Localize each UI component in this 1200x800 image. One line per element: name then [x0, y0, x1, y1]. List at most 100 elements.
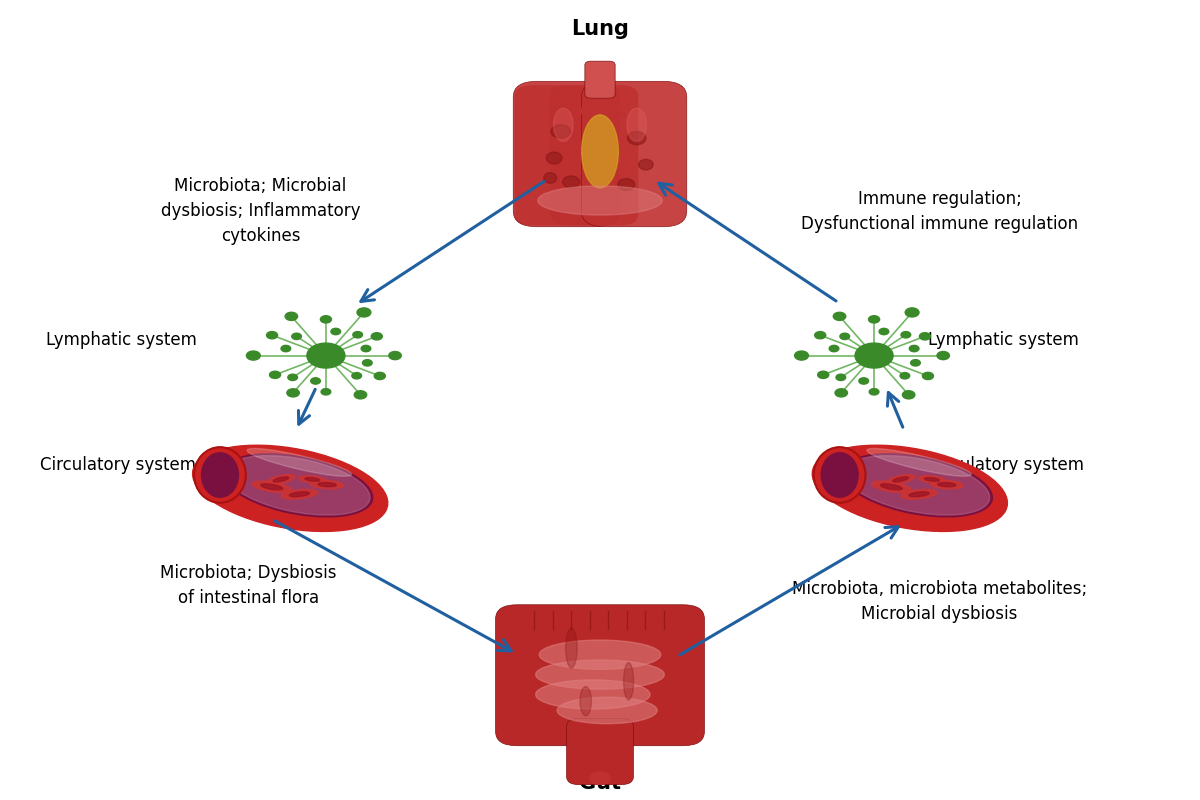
- FancyBboxPatch shape: [550, 86, 638, 226]
- Circle shape: [937, 351, 949, 360]
- Ellipse shape: [539, 640, 661, 670]
- Ellipse shape: [266, 474, 295, 484]
- Circle shape: [919, 333, 930, 340]
- Ellipse shape: [563, 176, 580, 188]
- Circle shape: [270, 371, 281, 378]
- Ellipse shape: [814, 447, 865, 502]
- Circle shape: [353, 331, 362, 338]
- FancyBboxPatch shape: [514, 82, 618, 226]
- Ellipse shape: [192, 446, 388, 531]
- Ellipse shape: [845, 456, 990, 515]
- Ellipse shape: [247, 449, 352, 476]
- Circle shape: [320, 316, 331, 323]
- Ellipse shape: [535, 680, 650, 709]
- Circle shape: [374, 372, 385, 379]
- Circle shape: [311, 378, 320, 384]
- Text: Lung: Lung: [571, 19, 629, 39]
- FancyBboxPatch shape: [566, 718, 634, 785]
- Circle shape: [354, 390, 367, 399]
- Ellipse shape: [887, 474, 914, 484]
- Ellipse shape: [590, 611, 610, 630]
- Ellipse shape: [299, 476, 326, 483]
- Circle shape: [361, 346, 371, 352]
- Ellipse shape: [618, 178, 635, 190]
- Ellipse shape: [535, 660, 665, 689]
- Ellipse shape: [670, 646, 688, 662]
- Ellipse shape: [624, 662, 634, 700]
- Ellipse shape: [910, 492, 929, 497]
- Circle shape: [815, 331, 826, 339]
- Circle shape: [287, 389, 299, 397]
- Ellipse shape: [638, 159, 653, 170]
- Circle shape: [880, 328, 889, 334]
- Circle shape: [901, 331, 911, 338]
- Ellipse shape: [222, 454, 373, 517]
- Circle shape: [246, 351, 260, 360]
- Ellipse shape: [842, 454, 992, 517]
- Ellipse shape: [580, 686, 592, 716]
- Circle shape: [829, 346, 839, 352]
- Ellipse shape: [924, 478, 940, 482]
- Text: Circulatory system: Circulatory system: [928, 456, 1084, 474]
- Circle shape: [389, 351, 401, 360]
- Ellipse shape: [307, 343, 344, 368]
- Ellipse shape: [901, 490, 937, 499]
- Circle shape: [817, 371, 829, 378]
- Text: Circulatory system: Circulatory system: [40, 456, 196, 474]
- Circle shape: [902, 390, 914, 399]
- Text: Immune regulation;
Dysfunctional immune regulation: Immune regulation; Dysfunctional immune …: [802, 190, 1078, 233]
- Ellipse shape: [557, 697, 658, 724]
- FancyBboxPatch shape: [515, 86, 602, 226]
- Circle shape: [905, 308, 919, 317]
- Ellipse shape: [289, 492, 310, 497]
- Text: Gut: Gut: [578, 774, 622, 794]
- Circle shape: [286, 312, 298, 321]
- Ellipse shape: [670, 666, 688, 682]
- Ellipse shape: [546, 152, 562, 164]
- Ellipse shape: [590, 771, 610, 785]
- Circle shape: [869, 389, 878, 395]
- FancyBboxPatch shape: [582, 82, 686, 226]
- Ellipse shape: [565, 628, 577, 668]
- Ellipse shape: [670, 626, 688, 642]
- Ellipse shape: [274, 477, 289, 482]
- Ellipse shape: [202, 453, 239, 498]
- Ellipse shape: [553, 611, 572, 630]
- Ellipse shape: [551, 125, 570, 138]
- Circle shape: [833, 312, 846, 321]
- Ellipse shape: [572, 611, 590, 630]
- Ellipse shape: [260, 484, 282, 490]
- Ellipse shape: [647, 611, 665, 630]
- Circle shape: [859, 378, 869, 384]
- Text: Lymphatic system: Lymphatic system: [928, 331, 1079, 349]
- Ellipse shape: [628, 131, 646, 145]
- Circle shape: [331, 328, 341, 334]
- Ellipse shape: [893, 477, 908, 482]
- Ellipse shape: [318, 482, 336, 486]
- Circle shape: [362, 360, 372, 366]
- Ellipse shape: [871, 481, 911, 493]
- Circle shape: [371, 333, 383, 340]
- Ellipse shape: [930, 481, 964, 489]
- Text: Microbiota; Microbial
dysbiosis; Inflammatory
cytokines: Microbiota; Microbial dysbiosis; Inflamm…: [161, 177, 360, 245]
- FancyBboxPatch shape: [584, 61, 616, 98]
- Ellipse shape: [610, 611, 628, 630]
- Circle shape: [910, 346, 919, 352]
- Circle shape: [836, 374, 846, 381]
- Ellipse shape: [670, 686, 688, 702]
- Ellipse shape: [812, 446, 1008, 531]
- Circle shape: [835, 389, 847, 397]
- Circle shape: [923, 372, 934, 379]
- Circle shape: [288, 374, 298, 381]
- Ellipse shape: [937, 482, 956, 486]
- Text: Microbiota; Dysbiosis
of intestinal flora: Microbiota; Dysbiosis of intestinal flor…: [161, 565, 337, 607]
- Ellipse shape: [516, 611, 535, 630]
- Circle shape: [794, 351, 809, 360]
- Ellipse shape: [626, 108, 647, 142]
- Ellipse shape: [252, 481, 292, 493]
- Ellipse shape: [538, 186, 662, 215]
- Circle shape: [292, 333, 301, 339]
- FancyBboxPatch shape: [496, 605, 704, 746]
- Ellipse shape: [194, 447, 246, 502]
- Ellipse shape: [544, 173, 557, 183]
